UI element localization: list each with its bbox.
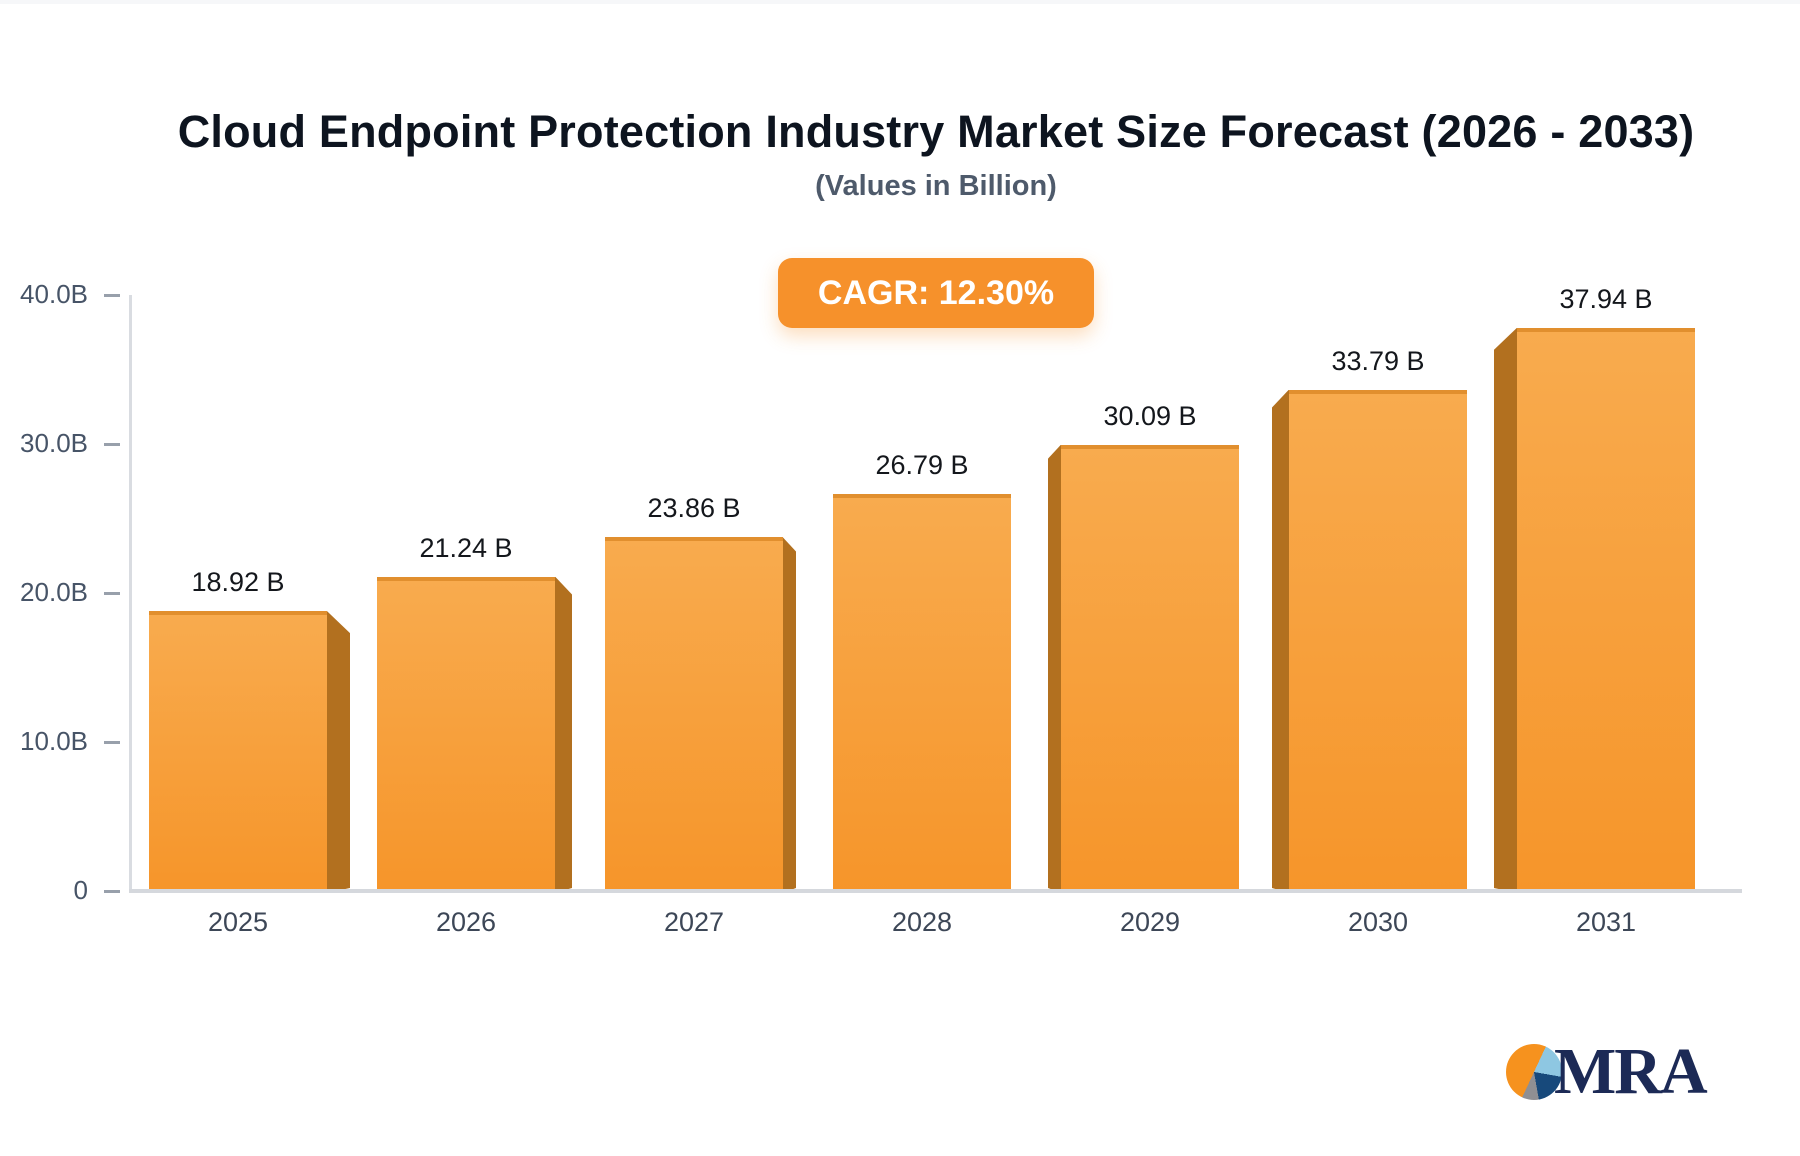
bar-side-face-2027	[783, 537, 796, 893]
x-axis-label-2028: 2028	[891, 907, 953, 937]
bar-2025	[149, 611, 327, 893]
bar-value-label-2027: 23.86 B	[647, 493, 741, 524]
chart-title: Cloud Endpoint Protection Industry Marke…	[177, 106, 1695, 157]
bar-2029	[1061, 444, 1239, 893]
bar-2031	[1517, 327, 1695, 893]
x-axis-line	[129, 889, 1742, 893]
x-axis-label-2029: 2029	[1119, 907, 1181, 937]
bar-side-face-2030	[1272, 390, 1289, 893]
x-axis-label-2025: 2025	[207, 907, 269, 937]
y-tick-mark	[104, 592, 120, 595]
bar-side-face-2031	[1494, 328, 1517, 893]
y-tick-label: 40.0B	[20, 279, 88, 309]
x-axis-label-2031: 2031	[1575, 907, 1637, 937]
y-tick-mark	[104, 741, 120, 744]
y-tick-label: 0	[73, 875, 88, 905]
bar-value-label-2029: 30.09 B	[1103, 400, 1197, 431]
bar-value-label-2026: 21.24 B	[419, 532, 513, 563]
bar-value-label-2028: 26.79 B	[875, 449, 969, 480]
x-axis-label-2027: 2027	[663, 907, 725, 937]
y-tick-label: 20.0B	[20, 577, 88, 607]
bar-2030	[1289, 389, 1467, 893]
y-axis-line	[129, 295, 132, 891]
x-axis-label-2026: 2026	[435, 907, 497, 937]
bar-2027	[605, 537, 783, 893]
bar-value-label-2025: 18.92 B	[191, 567, 285, 598]
y-tick-mark	[104, 443, 120, 446]
pie-chart-logo-icon	[1506, 1044, 1562, 1100]
mra-logo: MRA	[1506, 1035, 1708, 1108]
cagr-badge-label: CAGR: 12.30%	[817, 273, 1055, 312]
bar-2028	[833, 493, 1011, 893]
y-tick-mark	[104, 294, 120, 297]
bar-value-label-2031: 37.94 B	[1559, 283, 1653, 314]
bar-side-face-2025	[327, 611, 350, 893]
bar-2026	[377, 576, 555, 893]
x-axis-label-2030: 2030	[1347, 907, 1409, 937]
bar-side-face-2029	[1048, 445, 1061, 893]
y-tick-mark	[104, 890, 120, 893]
logo-text: MRA	[1554, 1035, 1708, 1108]
y-tick-label: 30.0B	[20, 428, 88, 458]
y-tick-label: 10.0B	[20, 726, 88, 756]
cagr-badge: CAGR: 12.30%	[777, 258, 1095, 328]
chart-subtitle: (Values in Billion)	[815, 170, 1057, 202]
plot-area: 40.0B 30.0B 20.0B 10.0B 0 18.92 B 2025 21.24 B 2…	[0, 4, 1800, 1156]
bar-value-label-2030: 33.79 B	[1331, 345, 1425, 376]
bar-side-face-2026	[555, 577, 572, 893]
